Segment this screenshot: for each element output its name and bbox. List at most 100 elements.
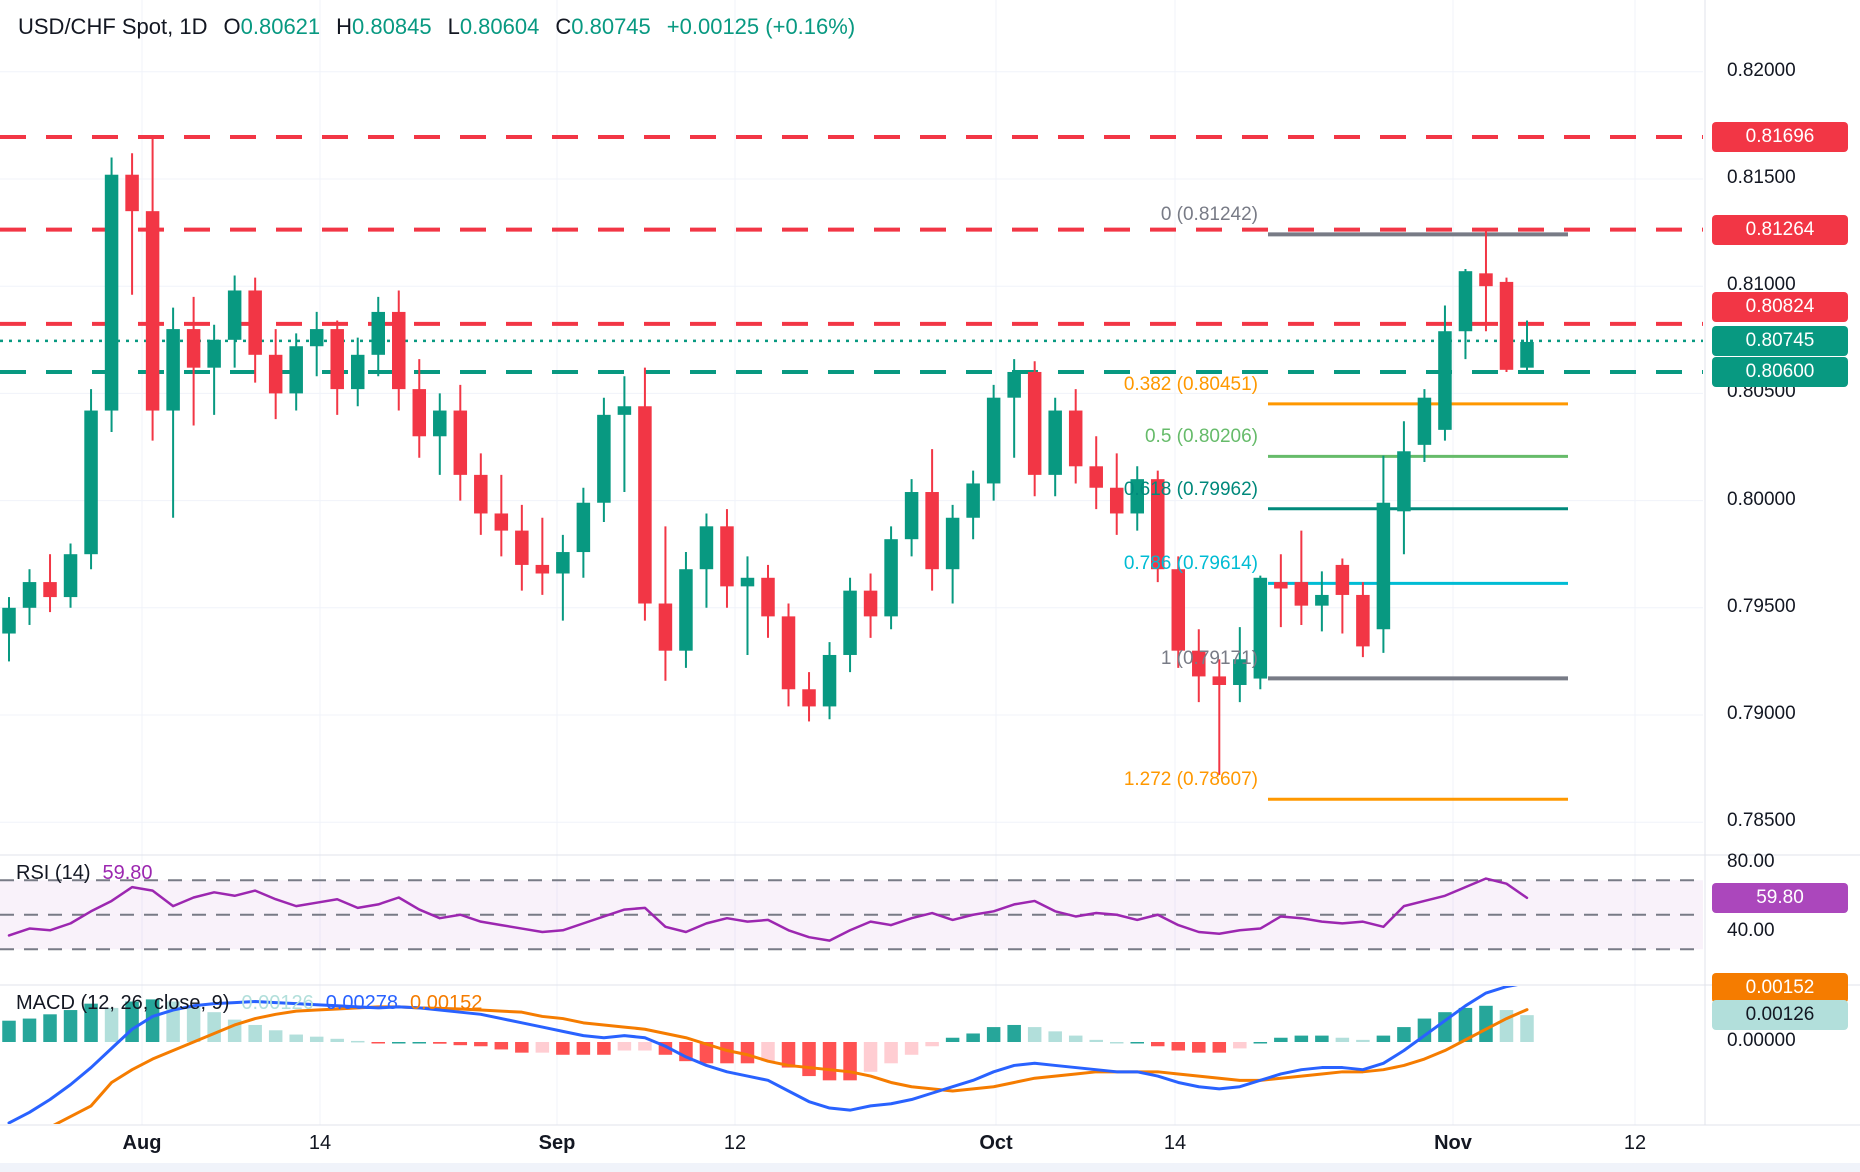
candle-body[interactable] xyxy=(904,492,919,540)
price-axis-tick[interactable]: 0.81500 xyxy=(1727,167,1796,188)
candle-body[interactable] xyxy=(1458,271,1473,332)
time-axis-label[interactable]: 12 xyxy=(1623,1132,1647,1154)
candle-body[interactable] xyxy=(1479,273,1493,287)
macd-axis-tick[interactable]: 0.00000 xyxy=(1727,1030,1796,1051)
candle-body[interactable] xyxy=(1233,659,1247,685)
price-axis-tick[interactable]: 0.81000 xyxy=(1727,274,1796,296)
price-axis-tick[interactable]: 0.79000 xyxy=(1727,703,1796,724)
candle-body[interactable] xyxy=(1253,577,1268,679)
candle-body[interactable] xyxy=(1335,564,1350,595)
candle-body[interactable] xyxy=(515,530,529,565)
candle-body[interactable] xyxy=(22,582,37,608)
candle-body[interactable] xyxy=(43,582,57,598)
candle-body[interactable] xyxy=(350,354,365,390)
candle-body[interactable] xyxy=(453,410,468,475)
candle-body[interactable] xyxy=(617,406,632,415)
candle-body[interactable] xyxy=(945,517,960,570)
candle-body[interactable] xyxy=(1397,451,1411,512)
candle-body[interactable] xyxy=(248,290,262,355)
candle-body[interactable] xyxy=(535,564,550,574)
candle-body[interactable] xyxy=(720,526,734,587)
candle-body[interactable] xyxy=(1520,341,1534,368)
candle-body[interactable] xyxy=(104,174,119,411)
candle-body[interactable] xyxy=(884,539,898,617)
open-value: O0.80621 xyxy=(223,14,321,39)
candle-body[interactable] xyxy=(186,329,201,368)
time-axis-label[interactable]: Aug xyxy=(122,1132,162,1154)
rsi-axis-tick[interactable]: 40.00 xyxy=(1727,920,1775,941)
candle-body[interactable] xyxy=(309,329,324,347)
macd-histogram-bar xyxy=(1356,1039,1370,1042)
candle-body[interactable] xyxy=(207,339,221,368)
candle-body[interactable] xyxy=(1192,650,1206,677)
time-axis-label[interactable]: 14 xyxy=(308,1132,332,1154)
candle-body[interactable] xyxy=(740,577,755,587)
candle-body[interactable] xyxy=(1027,371,1042,475)
candle-body[interactable] xyxy=(1089,466,1103,488)
candle-body[interactable] xyxy=(1294,582,1309,606)
candle-body[interactable] xyxy=(494,513,509,531)
candle-body[interactable] xyxy=(84,410,98,555)
candle-body[interactable] xyxy=(576,502,591,553)
candle-body[interactable] xyxy=(1499,281,1514,370)
candle-body[interactable] xyxy=(412,389,427,437)
candle-body[interactable] xyxy=(925,492,939,570)
candle-body[interactable] xyxy=(822,654,837,707)
candle-body[interactable] xyxy=(371,311,385,355)
candle-body[interactable] xyxy=(843,590,857,655)
price-axis-tick[interactable]: 0.79500 xyxy=(1727,595,1796,617)
macd-histogram-bar xyxy=(207,1012,221,1042)
candle-body[interactable] xyxy=(761,577,775,617)
time-axis-label[interactable]: Oct xyxy=(979,1132,1013,1154)
candle-body[interactable] xyxy=(1048,410,1062,475)
candle-body[interactable] xyxy=(679,569,693,651)
time-axis-label[interactable]: Nov xyxy=(1434,1132,1472,1154)
macd-hist-value: 0.00126 xyxy=(241,992,314,1014)
price-axis-tick[interactable]: 0.82000 xyxy=(1727,59,1796,81)
candle-body[interactable] xyxy=(1007,371,1021,398)
candle-body[interactable] xyxy=(1212,676,1227,685)
candle-body[interactable] xyxy=(863,590,878,617)
candle-body[interactable] xyxy=(699,526,714,570)
candle-body[interactable] xyxy=(781,616,796,690)
macd-histogram-bar xyxy=(1027,1027,1042,1042)
candle-body[interactable] xyxy=(986,397,1001,484)
macd-legend: MACD (12, 26, close, 9) 0.00126 0.00278 … xyxy=(16,992,482,1015)
candle-body[interactable] xyxy=(1376,502,1391,630)
candle-body[interactable] xyxy=(638,406,652,604)
candle-body[interactable] xyxy=(1315,594,1329,606)
candle-body[interactable] xyxy=(1109,487,1124,514)
candle-body[interactable] xyxy=(1151,479,1165,570)
candle-body[interactable] xyxy=(658,603,673,651)
candle-body[interactable] xyxy=(556,552,570,574)
candle-body[interactable] xyxy=(1438,331,1452,430)
candle-body[interactable] xyxy=(289,346,303,394)
candle-body[interactable] xyxy=(966,483,980,518)
candle-body[interactable] xyxy=(474,474,488,514)
candle-body[interactable] xyxy=(433,410,447,437)
candle-body[interactable] xyxy=(802,689,816,707)
candle-body[interactable] xyxy=(597,414,611,503)
candle-body[interactable] xyxy=(145,211,160,411)
candle-body[interactable] xyxy=(392,311,406,390)
candle-body[interactable] xyxy=(1171,569,1186,651)
candle-body[interactable] xyxy=(166,329,180,411)
time-axis-label[interactable]: Sep xyxy=(538,1132,576,1154)
time-axis-label[interactable]: 12 xyxy=(723,1132,747,1154)
candle-body[interactable] xyxy=(330,329,344,390)
candle-body[interactable] xyxy=(1417,397,1432,445)
candle-body[interactable] xyxy=(227,290,242,340)
price-axis-tick[interactable]: 0.78500 xyxy=(1727,810,1796,832)
candle-body[interactable] xyxy=(1068,410,1083,467)
candle-body[interactable] xyxy=(1356,594,1370,647)
candle-body[interactable] xyxy=(268,354,283,394)
candle-body[interactable] xyxy=(125,174,139,212)
rsi-axis-tick[interactable]: 80.00 xyxy=(1727,851,1775,872)
candle-body[interactable] xyxy=(2,607,16,634)
candle-body[interactable] xyxy=(1274,582,1288,589)
price-axis-tick[interactable]: 0.80000 xyxy=(1727,488,1796,510)
time-axis-label[interactable]: 14 xyxy=(1163,1132,1187,1154)
candle-body[interactable] xyxy=(63,554,78,598)
candle-body[interactable] xyxy=(1130,479,1144,514)
